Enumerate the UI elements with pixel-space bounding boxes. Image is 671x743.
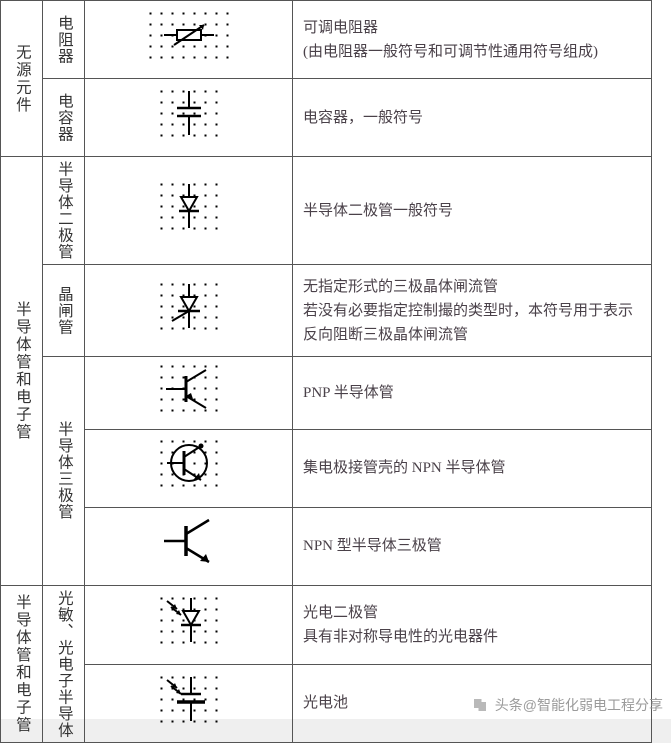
- watermark-text: 头条@智能化弱电工程分享: [495, 695, 663, 715]
- table-row: 半导体三极管PNP 半导体管: [1, 357, 652, 430]
- table-row: 无源元件电阻器可调电阻器(由电阻器一般符号和可调节性通用符号组成): [1, 1, 652, 79]
- symbol-cell: [85, 357, 293, 430]
- subcategory-label: 电容器: [43, 79, 85, 157]
- subcategory-label: 光敏、光电子半导体: [43, 585, 85, 743]
- description-cell: 集电极接管壳的 NPN 半导体管: [293, 429, 652, 507]
- description-cell: 可调电阻器(由电阻器一般符号和可调节性通用符号组成): [293, 1, 652, 79]
- category-label: 无源元件: [1, 1, 43, 157]
- watermark: 头条@智能化弱电工程分享: [471, 695, 663, 715]
- symbol-cell: [85, 664, 293, 743]
- subcategory-label: 半导体三极管: [43, 357, 85, 586]
- table-row: 半导体管和电子管半导体二极管半导体二极管一般符号: [1, 157, 652, 265]
- description-cell: 半导体二极管一般符号: [293, 157, 652, 265]
- table-row: 晶闸管 无指定形式的三极晶体闸流管若没有必要指定控制撮的类型时，本符号用于表示反向…: [1, 265, 652, 357]
- category-label: 半导体管和电子管: [1, 157, 43, 586]
- symbol-cell: [85, 265, 293, 357]
- symbol-cell: [85, 1, 293, 79]
- table-row: 集电极接管壳的 NPN 半导体管: [1, 429, 652, 507]
- table-row: 电容器 电容器，一般符号: [1, 79, 652, 157]
- description-cell: PNP 半导体管: [293, 357, 652, 430]
- description-cell: NPN 型半导体三极管: [293, 507, 652, 585]
- symbol-cell: [85, 507, 293, 585]
- symbol-cell: [85, 429, 293, 507]
- table-row: NPN 型半导体三极管: [1, 507, 652, 585]
- description-cell: 无指定形式的三极晶体闸流管若没有必要指定控制撮的类型时，本符号用于表示反向阻断三…: [293, 265, 652, 357]
- subcategory-label: 电阻器: [43, 1, 85, 79]
- table-row: 半导体管和电子管光敏、光电子半导体光电二极管具有非对称导电性的光电器件: [1, 585, 652, 664]
- symbol-cell: [85, 157, 293, 265]
- category-label: 半导体管和电子管: [1, 585, 43, 743]
- subcategory-label: 晶闸管: [43, 265, 85, 357]
- symbol-cell: [85, 79, 293, 157]
- symbol-cell: [85, 585, 293, 664]
- description-cell: 电容器，一般符号: [293, 79, 652, 157]
- description-cell: 光电二极管具有非对称导电性的光电器件: [293, 585, 652, 664]
- subcategory-label: 半导体二极管: [43, 157, 85, 265]
- component-table: 无源元件电阻器 可调电阻器(由电阻器一般符号和可调节性通用符号组成) 电容器 电容器，…: [0, 0, 652, 743]
